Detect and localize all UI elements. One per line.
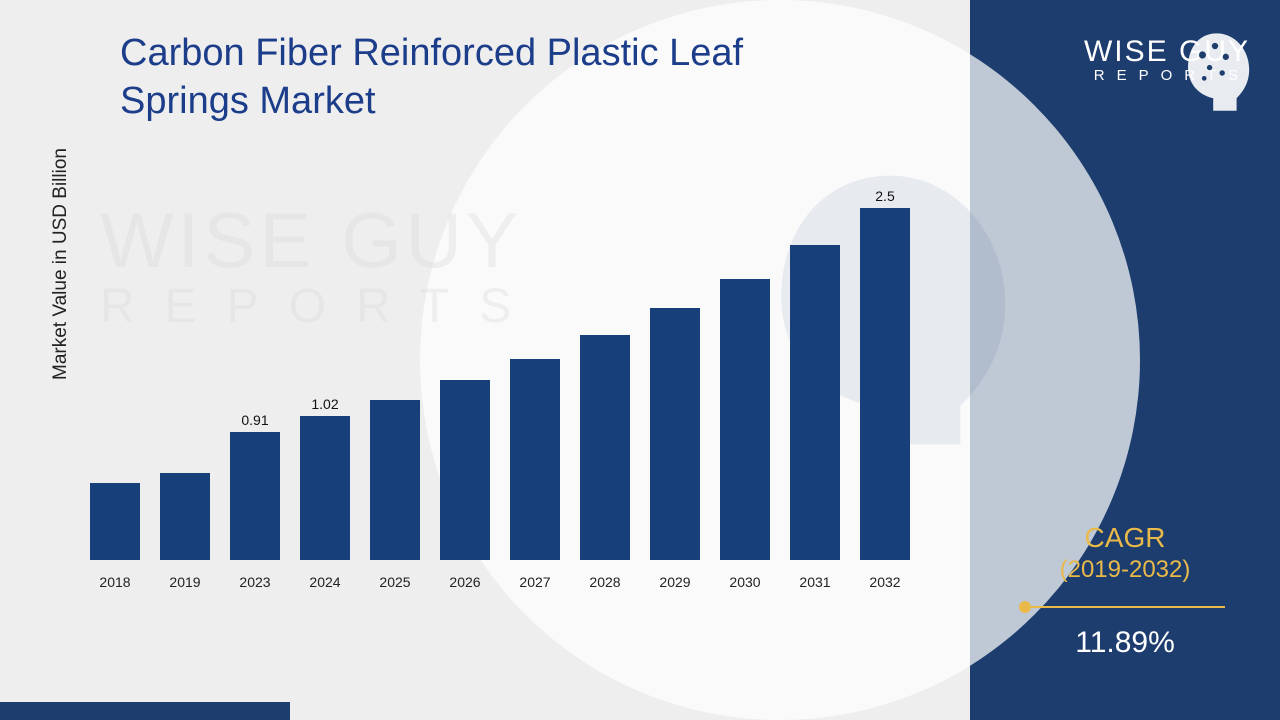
x-tick-label: 2031 (790, 574, 840, 590)
bar-item: 2.5 (860, 188, 910, 560)
chart-title: Carbon Fiber Reinforced Plastic Leaf Spr… (120, 30, 820, 125)
x-tick-label: 2018 (90, 574, 140, 590)
cagr-value: 11.89% (1005, 626, 1245, 660)
x-tick-label: 2026 (440, 574, 490, 590)
bar-value-label: 1.02 (311, 396, 338, 412)
cagr-panel: CAGR (2019-2032) 11.89% (1005, 522, 1245, 660)
bar (440, 380, 490, 560)
infographic-canvas: Carbon Fiber Reinforced Plastic Leaf Spr… (0, 0, 1280, 720)
bar (720, 279, 770, 560)
x-tick-label: 2024 (300, 574, 350, 590)
cagr-divider (1025, 606, 1225, 608)
x-tick-label: 2023 (230, 574, 280, 590)
bar-item (510, 339, 560, 560)
x-tick-label: 2028 (580, 574, 630, 590)
bar-item (790, 225, 840, 560)
bar-value-label: 0.91 (241, 412, 268, 428)
bar (300, 416, 350, 560)
bar-item (440, 360, 490, 560)
cagr-title: CAGR (1005, 522, 1245, 554)
bar-item: 0.91 (230, 412, 280, 560)
bar-item (580, 315, 630, 560)
bar-item (370, 380, 420, 560)
bar-item: 1.02 (300, 396, 350, 560)
bar-chart: 0.91 1.02 2.5 2018 2019 2023 2024 2025 2026 2027… (90, 170, 910, 590)
bar (370, 400, 420, 560)
x-axis-labels: 2018 2019 2023 2024 2025 2026 2027 2028 2029 2030… (90, 574, 910, 590)
bar (790, 245, 840, 560)
bar (650, 308, 700, 560)
bar-item (720, 259, 770, 560)
x-tick-label: 2029 (650, 574, 700, 590)
bar-value-label: 2.5 (875, 188, 894, 204)
cagr-range: (2019-2032) (1005, 556, 1245, 584)
x-tick-label: 2027 (510, 574, 560, 590)
bar-container: 0.91 1.02 2.5 (90, 180, 910, 560)
bar (580, 335, 630, 560)
bar (90, 483, 140, 560)
bar (510, 359, 560, 560)
x-tick-label: 2030 (720, 574, 770, 590)
bar-item (650, 288, 700, 560)
bar (230, 432, 280, 560)
y-axis-label: Market Value in USD Billion (50, 148, 72, 380)
bar (160, 473, 210, 560)
bar (860, 208, 910, 560)
brand-head-icon (1170, 28, 1260, 118)
x-tick-label: 2025 (370, 574, 420, 590)
bar-item (90, 463, 140, 560)
bottom-accent-bar (0, 702, 290, 720)
x-tick-label: 2019 (160, 574, 210, 590)
x-tick-label: 2032 (860, 574, 910, 590)
bar-item (160, 453, 210, 560)
